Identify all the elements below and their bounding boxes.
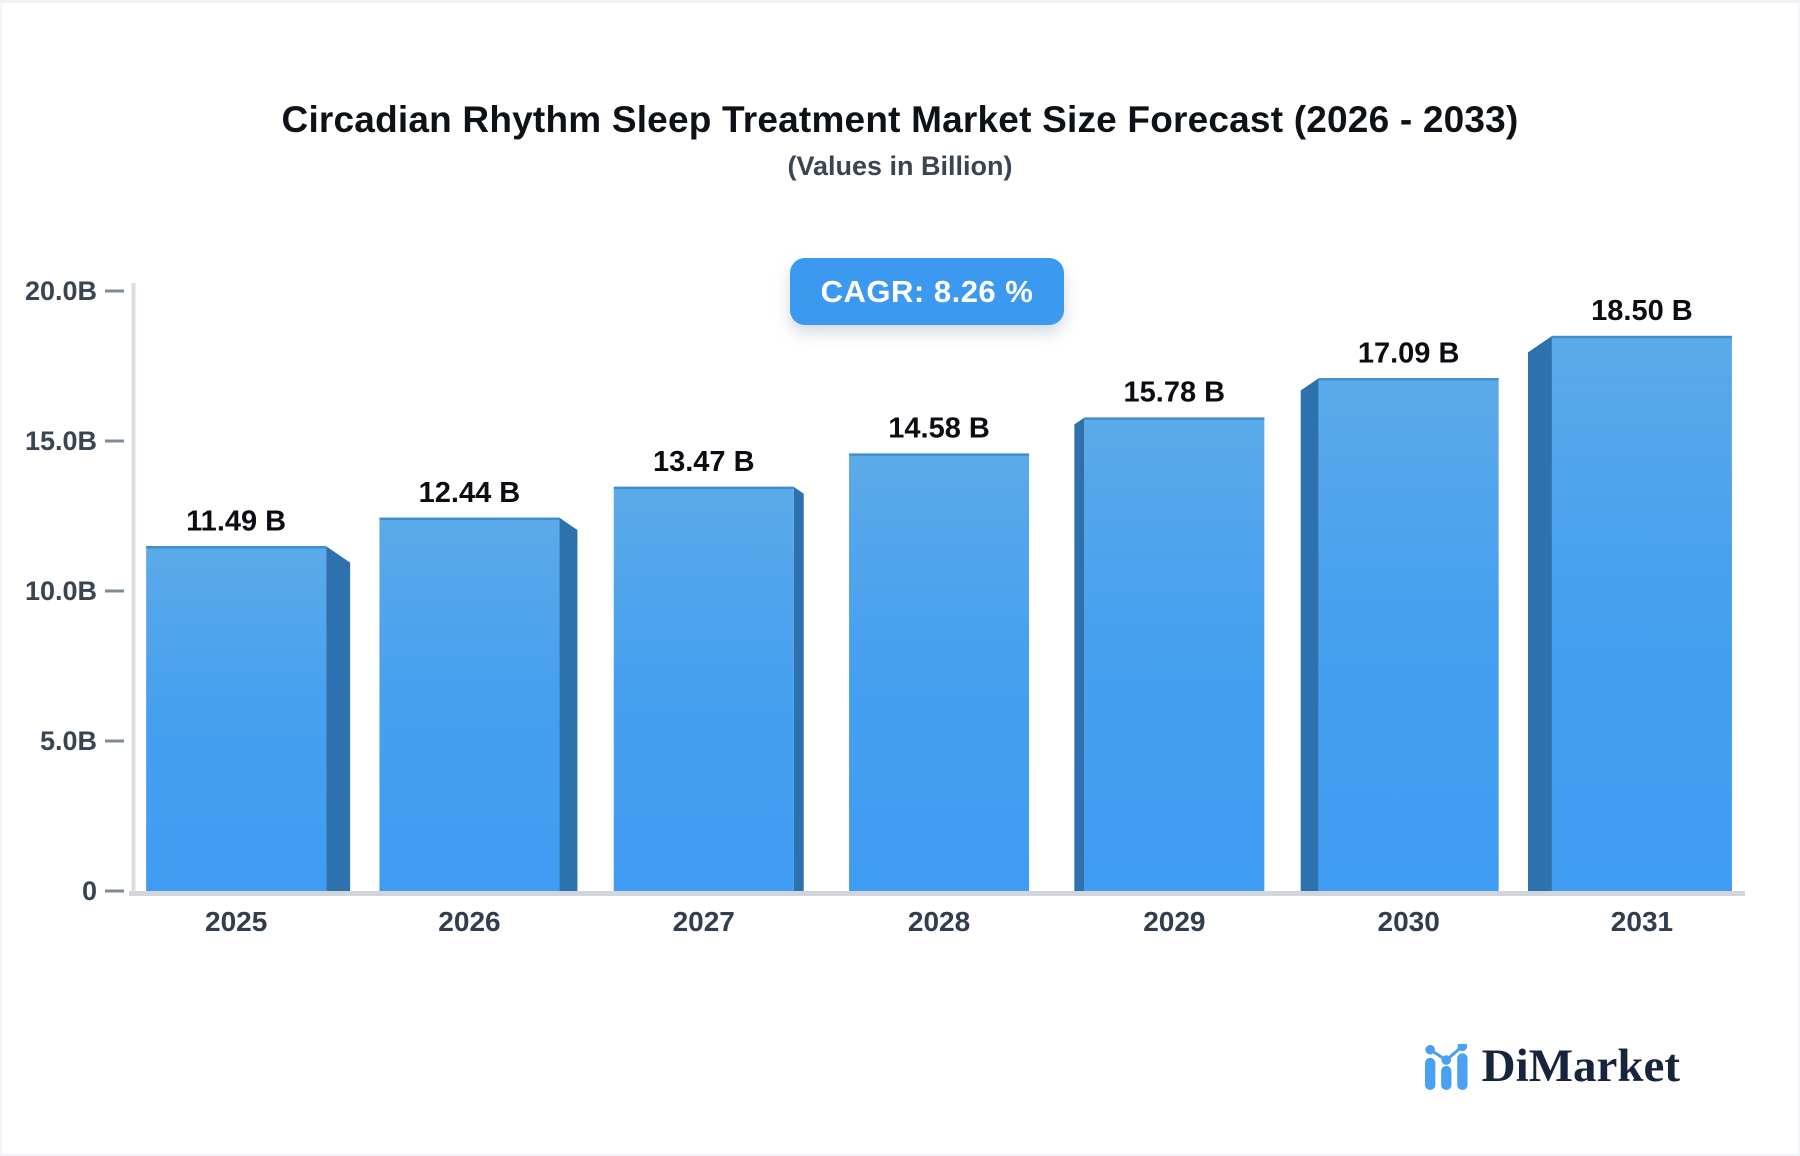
cagr-badge: CAGR: 8.26 % <box>790 258 1064 325</box>
bar-side-face <box>1300 378 1319 891</box>
bar-value-label: 11.49 B <box>186 505 286 537</box>
bar: 17.09 B <box>1300 337 1499 891</box>
bar-face <box>1551 336 1732 891</box>
bar-side-face <box>1527 336 1552 891</box>
y-tick-label: 5.0B <box>40 726 97 756</box>
bar: 12.44 B <box>379 477 578 891</box>
chart-title: Circadian Rhythm Sleep Treatment Market … <box>281 99 1519 140</box>
dimarket-logo-icon <box>1424 1043 1468 1090</box>
y-tick-label: 20.0B <box>25 276 97 306</box>
bar-value-label: 12.44 B <box>419 477 521 509</box>
bar-value-label: 14.58 B <box>888 413 990 445</box>
bar-side-face <box>559 517 578 891</box>
chart-subtitle: (Values in Billion) <box>787 151 1013 181</box>
bar-value-label: 17.09 B <box>1358 337 1460 369</box>
y-tick-label: 10.0B <box>25 576 97 606</box>
bar-face <box>146 546 327 891</box>
bar: 18.50 B <box>1527 295 1732 891</box>
y-tick-label: 15.0B <box>25 426 97 456</box>
bar-side-face <box>793 486 804 891</box>
bar-face <box>849 453 1030 891</box>
x-tick-label: 2030 <box>1378 906 1440 937</box>
bar: 15.78 B <box>1074 377 1265 891</box>
bar-face <box>613 486 794 891</box>
y-tick-label: 0 <box>82 876 97 906</box>
brand-logo: DiMarket <box>1424 1040 1680 1092</box>
bar-value-label: 15.78 B <box>1124 377 1226 409</box>
bar: 13.47 B <box>613 446 804 891</box>
bar-side-face <box>326 546 351 891</box>
bar-chart: 20.0B 15.0B 10.0B 5.0B 0 11.49 B 2025 12.44 B 20… <box>25 276 1745 937</box>
x-tick-label: 2028 <box>908 906 970 937</box>
x-tick-label: 2027 <box>673 906 735 937</box>
bar: 11.49 B <box>146 505 351 891</box>
bar: 14.58 B <box>849 413 1030 891</box>
x-tick-label: 2029 <box>1143 906 1205 937</box>
bar-value-label: 13.47 B <box>653 446 755 478</box>
x-tick-label: 2026 <box>438 906 500 937</box>
x-tick-label: 2031 <box>1611 906 1673 937</box>
brand-name: DiMarket <box>1481 1040 1680 1092</box>
bar-value-label: 18.50 B <box>1591 295 1693 327</box>
bar-face <box>1084 417 1265 891</box>
bar-face <box>1318 378 1499 891</box>
x-tick-label: 2025 <box>205 906 267 937</box>
bar-face <box>379 517 560 891</box>
bar-side-face <box>1074 417 1085 891</box>
